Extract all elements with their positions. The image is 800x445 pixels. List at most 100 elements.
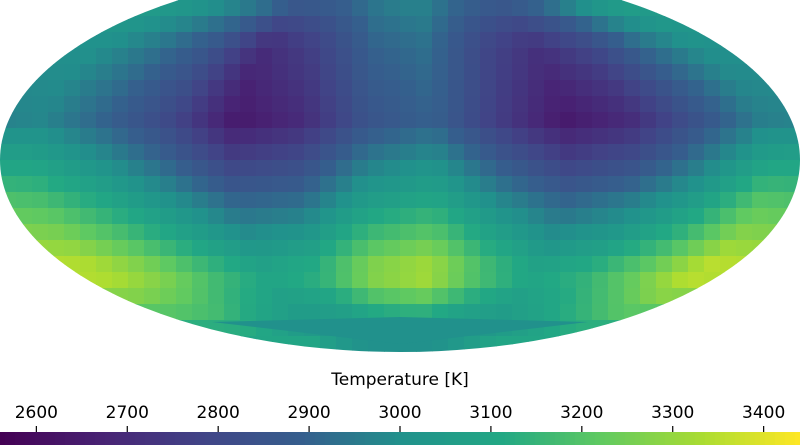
- heatmap-cell: [752, 224, 769, 241]
- heatmap-cell: [64, 48, 81, 65]
- heatmap-cell: [384, 16, 401, 33]
- heatmap-cell: [656, 272, 673, 289]
- heatmap-cell: [656, 128, 673, 145]
- heatmap-cell: [352, 272, 369, 289]
- heatmap-cell: [144, 0, 161, 17]
- heatmap-cell: [112, 272, 129, 289]
- heatmap-cell: [400, 80, 417, 97]
- heatmap-cell: [752, 320, 769, 337]
- heatmap-cell: [16, 128, 33, 145]
- heatmap-cell: [576, 288, 593, 305]
- heatmap-cell: [784, 208, 800, 225]
- heatmap-cell: [608, 336, 625, 352]
- colorbar-segment: [85, 432, 91, 445]
- heatmap-cell: [352, 240, 369, 257]
- heatmap-cell: [672, 128, 689, 145]
- heatmap-cell: [560, 64, 577, 81]
- heatmap-cell: [544, 176, 561, 193]
- heatmap-cell: [592, 16, 609, 33]
- heatmap-cell: [448, 272, 465, 289]
- heatmap-cell: [640, 64, 657, 81]
- colorbar-segment: [130, 432, 136, 445]
- heatmap-cell: [688, 176, 705, 193]
- colorbar-segment: [145, 432, 151, 445]
- heatmap-cell: [656, 32, 673, 49]
- colorbar-segment: [565, 432, 571, 445]
- colorbar-segment: [215, 432, 221, 445]
- heatmap-cell: [656, 48, 673, 65]
- colorbar-segment: [265, 432, 271, 445]
- heatmap-cell: [672, 0, 689, 17]
- heatmap-cell: [160, 32, 177, 49]
- colorbar-segment: [295, 432, 301, 445]
- heatmap-cell: [256, 128, 273, 145]
- heatmap-cell: [496, 96, 513, 113]
- heatmap-cell: [752, 176, 769, 193]
- heatmap-cell: [736, 112, 753, 129]
- heatmap-cell: [144, 80, 161, 97]
- heatmap-cell: [384, 112, 401, 129]
- heatmap-cell: [288, 32, 305, 49]
- heatmap-cell: [96, 144, 113, 161]
- heatmap-cell: [736, 256, 753, 273]
- heatmap-cell: [16, 0, 33, 17]
- heatmap-cell: [656, 0, 673, 1]
- heatmap-cell: [496, 288, 513, 305]
- heatmap-cell: [176, 112, 193, 129]
- colorbar-segment: [330, 432, 336, 445]
- heatmap-cell: [304, 96, 321, 113]
- heatmap-cell: [704, 48, 721, 65]
- colorbar-segment: [360, 432, 366, 445]
- colorbar-segment: [435, 432, 441, 445]
- colorbar-segment: [560, 432, 566, 445]
- colorbar-segment: [550, 432, 556, 445]
- heatmap-cell: [736, 0, 753, 17]
- heatmap-cell: [176, 176, 193, 193]
- heatmap-cell: [368, 176, 385, 193]
- heatmap-cell: [576, 0, 593, 17]
- heatmap-cell: [80, 32, 97, 49]
- heatmap-cell: [416, 32, 433, 49]
- colorbar-segment: [180, 432, 186, 445]
- heatmap-cell: [96, 240, 113, 257]
- heatmap-cell: [656, 176, 673, 193]
- heatmap-cell: [224, 144, 241, 161]
- heatmap-cell: [272, 240, 289, 257]
- colorbar-segment: [545, 432, 551, 445]
- colorbar-segment: [290, 432, 296, 445]
- heatmap-cell: [80, 288, 97, 305]
- heatmap-cell: [576, 272, 593, 289]
- heatmap-cell: [688, 48, 705, 65]
- heatmap-cell: [608, 320, 625, 337]
- heatmap-cell: [688, 128, 705, 145]
- heatmap-cell: [576, 16, 593, 33]
- heatmap-cell: [128, 304, 145, 321]
- heatmap-cell: [400, 288, 417, 305]
- heatmap-cell: [192, 0, 209, 17]
- heatmap-cell: [224, 240, 241, 257]
- heatmap-cell: [0, 336, 17, 352]
- heatmap-cell: [32, 48, 49, 65]
- heatmap-cell: [624, 80, 641, 97]
- heatmap-cell: [656, 224, 673, 241]
- heatmap-cell: [368, 64, 385, 81]
- colorbar-segment: [475, 432, 481, 445]
- colorbar-segment: [455, 432, 461, 445]
- heatmap-cell: [64, 224, 81, 241]
- heatmap-cell: [128, 96, 145, 113]
- colorbar-segment: [640, 432, 646, 445]
- heatmap-cell: [528, 144, 545, 161]
- heatmap-cell: [320, 192, 337, 209]
- heatmap-cell: [608, 128, 625, 145]
- heatmap-cell: [464, 288, 481, 305]
- heatmap-cell: [192, 288, 209, 305]
- heatmap-cell: [96, 176, 113, 193]
- heatmap-cell: [208, 80, 225, 97]
- heatmap-cell: [48, 16, 65, 33]
- heatmap-cell: [512, 48, 529, 65]
- heatmap-cell: [160, 288, 177, 305]
- heatmap-cell: [624, 128, 641, 145]
- heatmap-cell: [144, 336, 161, 352]
- colorbar-segment: [205, 432, 211, 445]
- heatmap-cell: [656, 160, 673, 177]
